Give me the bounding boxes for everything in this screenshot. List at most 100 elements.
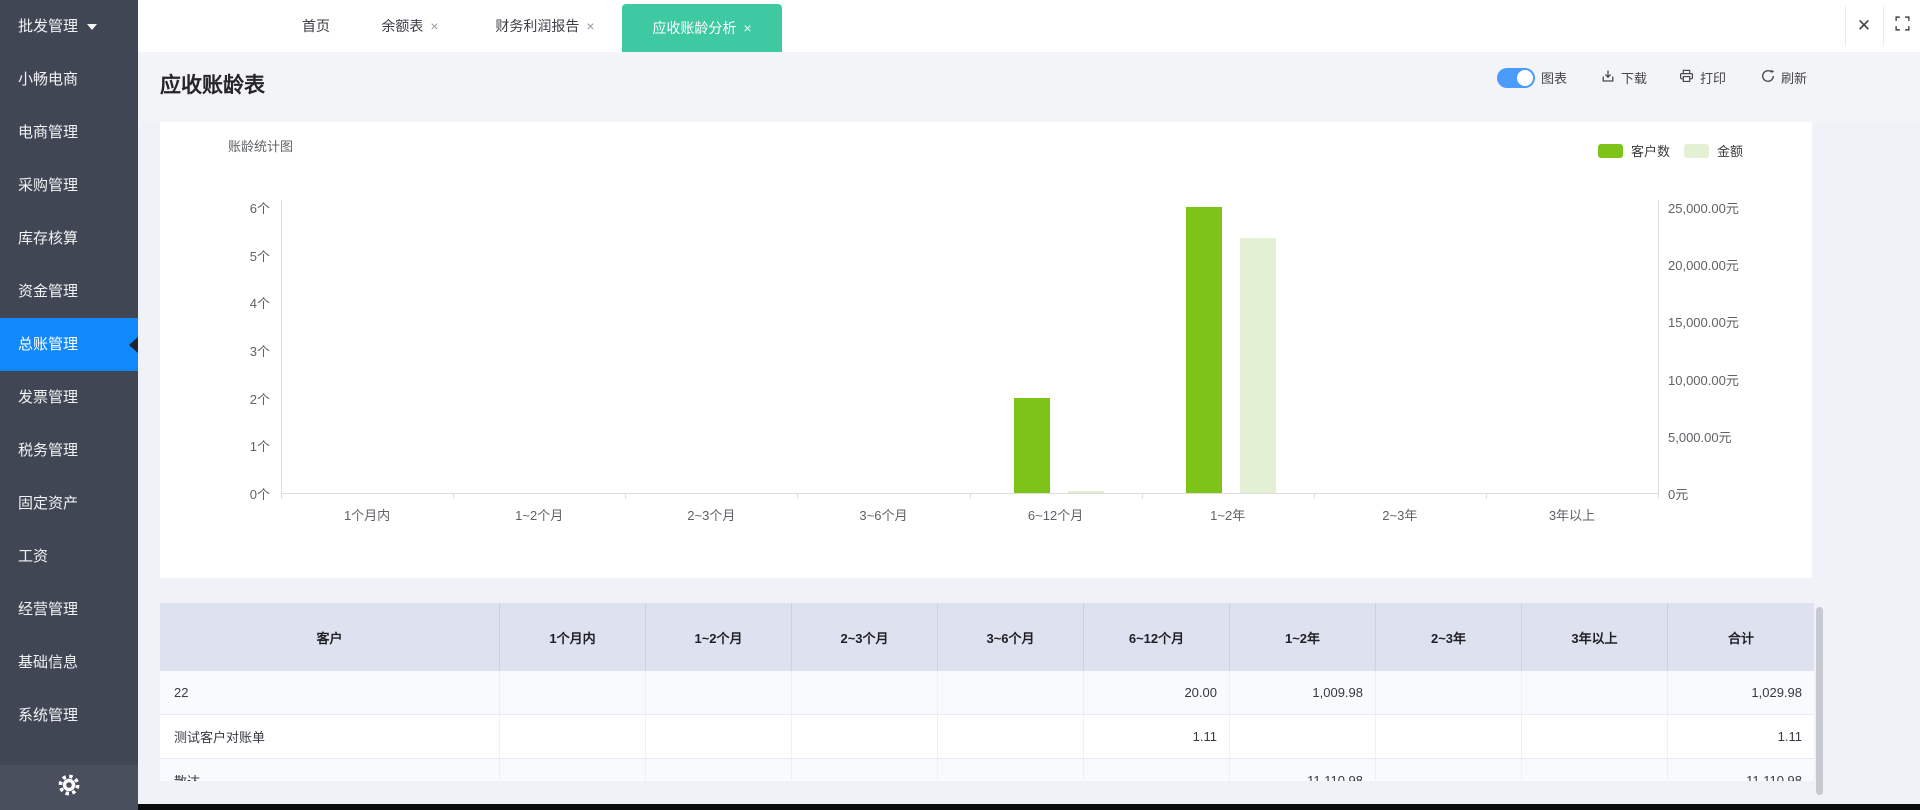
sidebar-item-4[interactable]: 库存核算 [0, 212, 138, 265]
sidebar-item-13[interactable]: 系统管理 [0, 689, 138, 742]
tab-label: 应收账龄分析 [652, 20, 737, 36]
table-cell-0-4 [938, 671, 1084, 714]
refresh-label: 刷新 [1781, 71, 1808, 86]
table-row-1: 测试客户对账单 1.11 1.11 [160, 715, 1814, 759]
right-y-axis-label: 5,000.00元 [1668, 429, 1732, 445]
fullscreen-button[interactable] [1883, 6, 1920, 46]
x-axis-label: 1~2年 [1210, 508, 1246, 523]
x-axis-tick [969, 493, 971, 499]
tab-1[interactable]: 余额表 × [360, 0, 460, 52]
sidebar-item-7[interactable]: 发票管理 [0, 371, 138, 424]
table-header-4: 3~6个月 [938, 603, 1084, 671]
sidebar-item-label: 税务管理 [18, 442, 79, 459]
table-header-row: 客户 1个月内 1~2个月 2~3个月 3~6个月 6~12个月 1~2年 2~3年 3年以上 合… [160, 603, 1814, 671]
sidebar-item-label: 系统管理 [18, 707, 79, 724]
active-item-marker-icon [129, 336, 138, 353]
x-axis-tick [1485, 493, 1487, 499]
right-y-axis-label: 25,000.00元 [1668, 201, 1739, 216]
tab-0[interactable]: 首页 [286, 0, 346, 52]
y-axis-label: 4个 [249, 296, 270, 312]
right-y-axis-label: 20,000.00元 [1668, 258, 1739, 274]
tab-close-icon[interactable]: × [743, 20, 752, 36]
sidebar-item-11[interactable]: 经营管理 [0, 583, 138, 636]
y-axis-label: 5个 [249, 248, 270, 264]
table-cell-2-9: 11,110.98 [1746, 773, 1802, 781]
axis-line-0 [281, 200, 282, 493]
sidebar-item-10[interactable]: 工资 [0, 530, 138, 583]
sidebar-item-6[interactable]: 总账管理 [0, 318, 138, 371]
bar-series0-cat4 [1013, 398, 1050, 493]
x-axis-label: 2~3年 [1382, 508, 1418, 523]
table-cell-0-8 [1522, 671, 1668, 714]
sidebar-item-3[interactable]: 采购管理 [0, 159, 138, 212]
sidebar-item-5[interactable]: 资金管理 [0, 265, 138, 318]
sidebar-item-label: 基础信息 [18, 654, 79, 671]
bar-series1-cat5 [1239, 238, 1276, 493]
table-header-2: 1~2个月 [646, 603, 792, 671]
sidebar-item-12[interactable]: 基础信息 [0, 636, 138, 689]
sidebar-item-0[interactable]: 批发管理 [0, 0, 138, 53]
table-row-2: 散达 11,110.98 11,110.98 [160, 759, 1814, 781]
sidebar-item-9[interactable]: 固定资产 [0, 477, 138, 530]
right-y-axis-label: 10,000.00元 [1668, 372, 1739, 388]
chart-toggle-label: 图表 [1541, 71, 1568, 86]
sidebar-item-label: 固定资产 [18, 495, 79, 512]
refresh-button[interactable]: 刷新 [1761, 68, 1807, 87]
sidebar-item-label: 经营管理 [18, 601, 79, 618]
sidebar-item-8[interactable]: 税务管理 [0, 424, 138, 477]
table-cell-1-1 [500, 715, 646, 758]
x-axis-label: 1个月内 [343, 508, 391, 523]
table-cell-2-3 [792, 759, 938, 781]
sidebar-item-1[interactable]: 小畅电商 [0, 53, 138, 106]
table-cell-1-8 [1522, 715, 1668, 758]
legend-swatch-icon [1598, 143, 1623, 158]
right-y-axis-label: 15,000.00元 [1668, 315, 1739, 331]
sidebar-item-label: 资金管理 [18, 283, 79, 300]
legend-item-1[interactable]: 金额 [1684, 141, 1743, 160]
table-cell-1-6 [1230, 715, 1376, 758]
tab-2[interactable]: 财务利润报告 × [480, 0, 610, 52]
sidebar-settings-button[interactable] [0, 765, 138, 810]
table-cell-0-2 [646, 671, 792, 714]
y-axis-label: 0个 [249, 487, 270, 502]
print-button[interactable]: 打印 [1679, 68, 1726, 87]
y-axis-label: 2个 [249, 391, 270, 407]
tab-bar: 首页 余额表 × 财务利润报告 × 应收账龄分析 × ✕ [138, 0, 1920, 52]
tab-close-icon[interactable]: × [586, 18, 595, 34]
bar-series1-cat4 [1067, 491, 1104, 493]
legend-item-0[interactable]: 客户数 [1598, 141, 1670, 160]
x-axis-label: 2~3个月 [687, 508, 736, 523]
table-cell-2-1 [500, 759, 646, 781]
table-header-5: 6~12个月 [1084, 603, 1230, 671]
x-axis-label: 6~12个月 [1027, 508, 1084, 523]
page-title: 应收账龄表 [160, 74, 265, 97]
x-axis-label: 1~2个月 [515, 508, 564, 523]
table-cell-2-4 [938, 759, 1084, 781]
tab-close-icon[interactable]: × [430, 18, 439, 34]
table-cell-2-2 [646, 759, 792, 781]
table-header-3: 2~3个月 [792, 603, 938, 671]
legend-label: 金额 [1717, 144, 1744, 159]
tab-3[interactable]: 应收账龄分析 × [622, 4, 782, 52]
chart-legend: 客户数 金额 [1598, 141, 1743, 160]
sidebar-item-label: 总账管理 [18, 336, 79, 353]
table-cell-2-0: 散达 [160, 759, 500, 781]
x-axis-tick [453, 493, 455, 499]
table-cell-1-7 [1376, 715, 1522, 758]
table-scrollbar[interactable] [1816, 607, 1823, 795]
close-window-button[interactable]: ✕ [1845, 6, 1882, 46]
table-cell-0-5: 20.00 [1084, 671, 1230, 714]
right-y-axis-label: 0元 [1668, 487, 1689, 502]
chart-view-toggle[interactable] [1497, 68, 1535, 88]
download-button[interactable]: 下载 [1601, 68, 1647, 87]
print-label: 打印 [1700, 71, 1727, 86]
sidebar-item-label: 发票管理 [18, 389, 79, 406]
table-cell-1-9: 1.11 [1777, 729, 1802, 744]
table-cell-0-3 [792, 671, 938, 714]
sidebar-item-2[interactable]: 电商管理 [0, 106, 138, 159]
table-row-0: 22 20.00 1,009.98 1,029.98 [160, 671, 1814, 715]
download-label: 下载 [1621, 71, 1648, 86]
y-axis-label: 1个 [249, 439, 270, 455]
legend-swatch-icon [1684, 143, 1710, 158]
print-icon [1679, 69, 1694, 86]
